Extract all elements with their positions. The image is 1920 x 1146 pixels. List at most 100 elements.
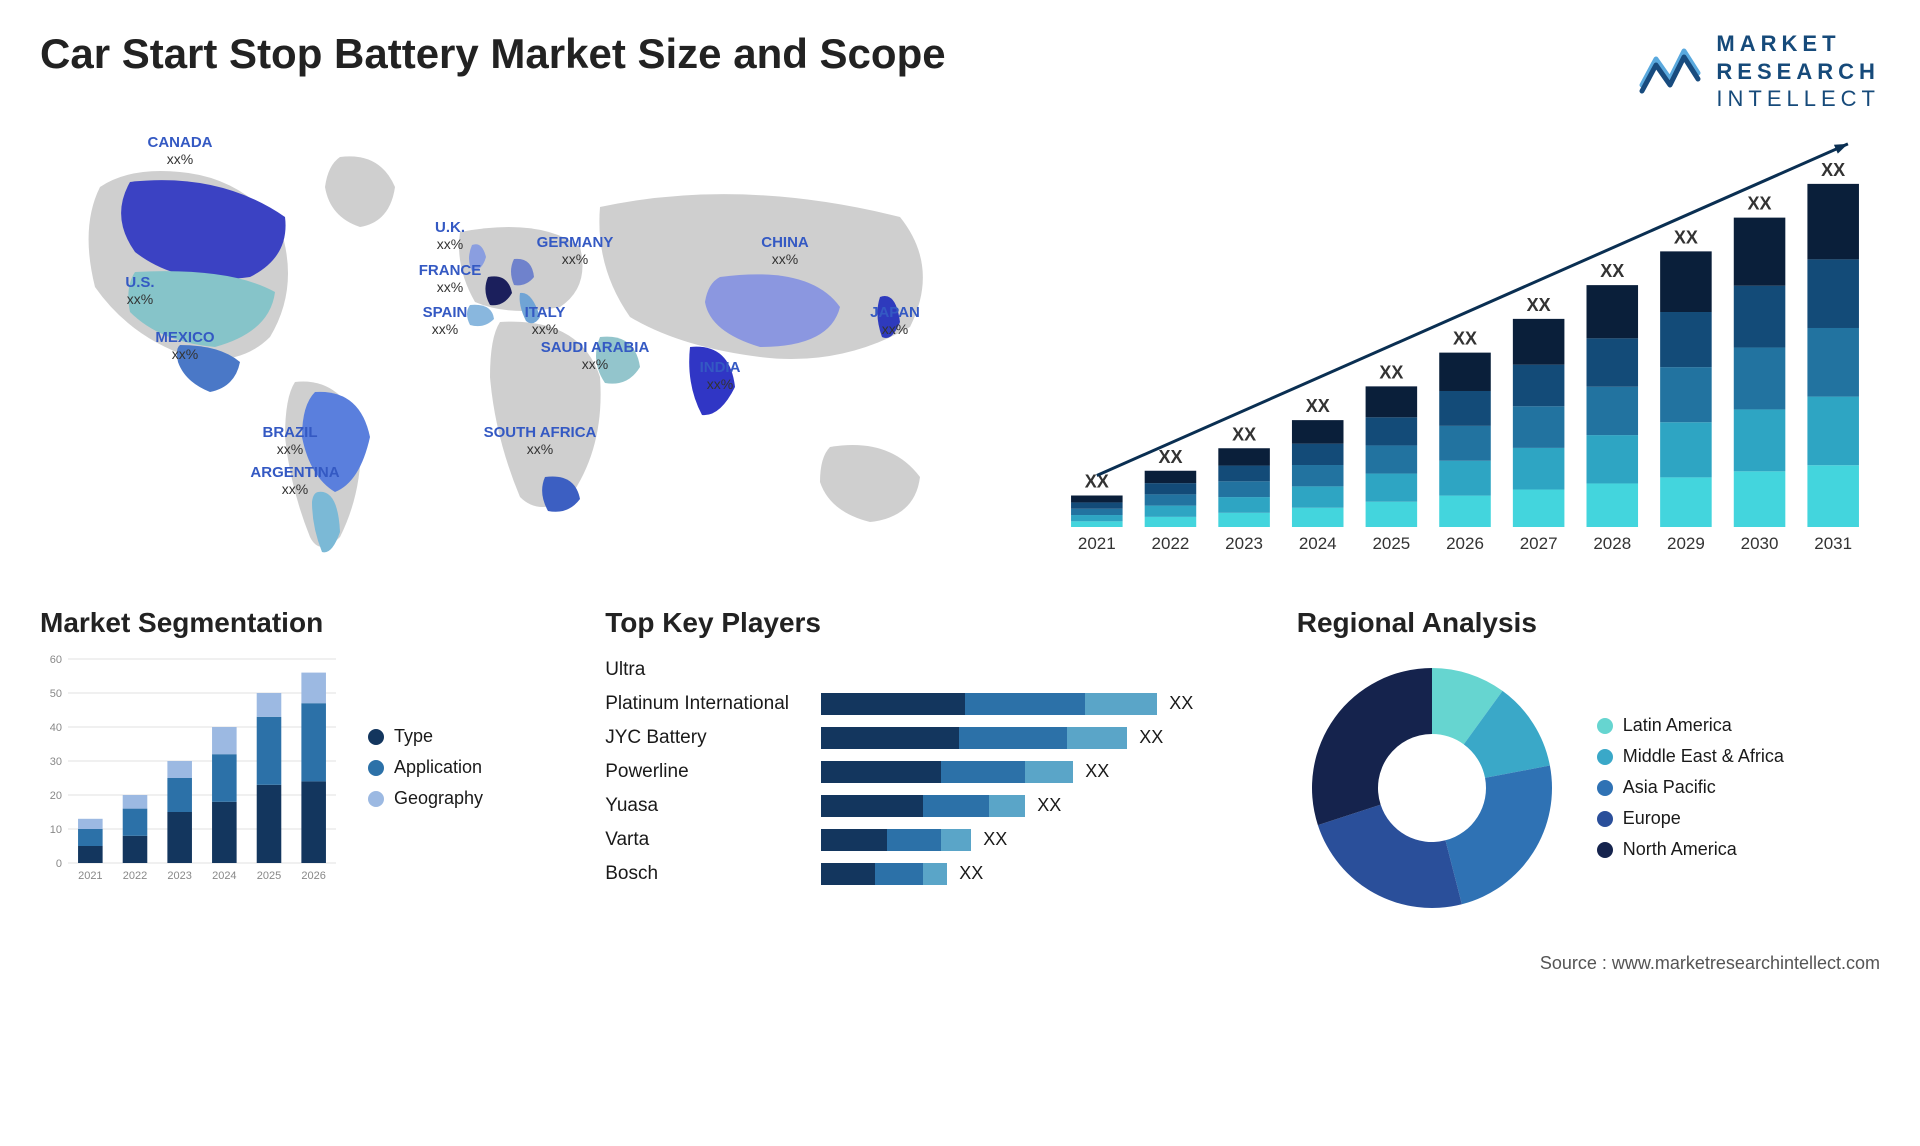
player-bar-row: XX	[821, 721, 1247, 755]
svg-text:2024: 2024	[212, 870, 236, 882]
growth-bar-seg	[1734, 285, 1786, 347]
growth-bar-seg	[1513, 489, 1565, 526]
svg-text:50: 50	[50, 688, 62, 700]
regional-donut	[1297, 653, 1567, 923]
growth-bar-seg	[1145, 494, 1197, 505]
player-label: Ultra	[605, 653, 805, 687]
growth-bar-seg	[1439, 460, 1491, 495]
growth-x-label: 2027	[1520, 534, 1558, 553]
growth-bar-label: XX	[1232, 424, 1256, 444]
seg-bar-seg	[123, 835, 148, 862]
growth-bar-seg	[1292, 486, 1344, 507]
svg-text:2022: 2022	[123, 870, 147, 882]
growth-bar-seg	[1145, 470, 1197, 482]
player-value-label: XX	[1139, 727, 1163, 748]
growth-bar-seg	[1807, 183, 1859, 258]
growth-bar-seg	[1218, 465, 1270, 481]
growth-bar-label: XX	[1821, 159, 1845, 179]
seg-bar-seg	[301, 703, 326, 781]
segmentation-legend: TypeApplicationGeography	[368, 716, 483, 819]
svg-text:0: 0	[56, 858, 62, 870]
player-value-label: XX	[983, 829, 1007, 850]
growth-bar-seg	[1366, 473, 1418, 501]
player-value-label: XX	[1037, 795, 1061, 816]
player-label: JYC Battery	[605, 721, 805, 755]
seg-bar-seg	[78, 829, 103, 846]
growth-bar-seg	[1366, 445, 1418, 473]
growth-x-label: 2025	[1372, 534, 1410, 553]
seg-bar-seg	[257, 693, 282, 717]
growth-bar-label: XX	[1600, 261, 1624, 281]
growth-bar-label: XX	[1674, 227, 1698, 247]
svg-text:2025: 2025	[257, 870, 281, 882]
growth-bar-seg	[1734, 217, 1786, 285]
growth-bar-seg	[1218, 481, 1270, 497]
regional-legend-item: Europe	[1597, 808, 1784, 829]
player-label: Powerline	[605, 755, 805, 789]
seg-bar-seg	[167, 812, 192, 863]
seg-bar-seg	[212, 754, 237, 802]
map-country-india	[689, 346, 735, 414]
seg-bar-seg	[167, 778, 192, 812]
growth-bar-label: XX	[1306, 396, 1330, 416]
growth-x-label: 2031	[1814, 534, 1852, 553]
seg-bar-seg	[257, 784, 282, 862]
growth-bar-seg	[1218, 512, 1270, 526]
player-value-label: XX	[959, 863, 983, 884]
regional-legend-item: Latin America	[1597, 715, 1784, 736]
growth-bar-label: XX	[1453, 328, 1477, 348]
growth-bar-seg	[1587, 386, 1639, 434]
growth-chart-panel: XX2021XX2022XX2023XX2024XX2025XX2026XX20…	[1050, 137, 1880, 567]
donut-seg	[1312, 668, 1432, 825]
player-bar-row: XX	[821, 857, 1247, 891]
growth-bar-seg	[1145, 505, 1197, 516]
growth-bar-seg	[1660, 312, 1712, 367]
map-country-saudi	[596, 336, 640, 383]
logo-line3: INTELLECT	[1716, 85, 1880, 113]
segmentation-chart: 0102030405060202120222023202420252026	[40, 653, 340, 883]
svg-text:2026: 2026	[301, 870, 325, 882]
regional-panel: Regional Analysis Latin AmericaMiddle Ea…	[1297, 607, 1880, 923]
page-title: Car Start Stop Battery Market Size and S…	[40, 30, 946, 78]
growth-bar-seg	[1439, 390, 1491, 425]
growth-x-label: 2026	[1446, 534, 1484, 553]
player-label: Yuasa	[605, 789, 805, 823]
growth-bar-seg	[1587, 483, 1639, 527]
growth-bar-seg	[1071, 515, 1123, 521]
player-bar-row: XX	[821, 823, 1247, 857]
growth-bar-seg	[1513, 447, 1565, 489]
svg-text:10: 10	[50, 824, 62, 836]
growth-bar-seg	[1660, 251, 1712, 312]
world-map-panel: CANADAxx%U.S.xx%MEXICOxx%BRAZILxx%ARGENT…	[40, 137, 1000, 567]
seg-bar-seg	[123, 808, 148, 835]
player-label: Bosch	[605, 857, 805, 891]
seg-bar-seg	[301, 781, 326, 863]
growth-bar-seg	[1807, 259, 1859, 328]
svg-text:2023: 2023	[167, 870, 191, 882]
growth-bar-seg	[1439, 425, 1491, 460]
players-bars: XXXXXXXXXXXX	[821, 653, 1247, 891]
growth-bar-seg	[1292, 465, 1344, 486]
brand-logo-icon	[1638, 39, 1702, 104]
svg-text:20: 20	[50, 790, 62, 802]
growth-bar-seg	[1071, 502, 1123, 508]
segmentation-title: Market Segmentation	[40, 607, 555, 639]
seg-bar-seg	[78, 846, 103, 863]
player-label: Varta	[605, 823, 805, 857]
player-bar-row: XX	[821, 789, 1247, 823]
players-title: Top Key Players	[605, 607, 1247, 639]
seg-bar-seg	[257, 716, 282, 784]
player-label: Platinum International	[605, 687, 805, 721]
player-bar-row: XX	[821, 687, 1247, 721]
world-map-svg	[40, 137, 1000, 567]
growth-x-label: 2023	[1225, 534, 1263, 553]
regional-legend-item: North America	[1597, 839, 1784, 860]
growth-bar-seg	[1145, 483, 1197, 494]
players-panel: Top Key Players UltraPlatinum Internatio…	[605, 607, 1247, 891]
growth-bar-seg	[1292, 420, 1344, 444]
logo-line2: RESEARCH	[1716, 58, 1880, 86]
player-value-label: XX	[1169, 693, 1193, 714]
growth-bar-seg	[1071, 508, 1123, 514]
growth-bar-seg	[1071, 521, 1123, 527]
regional-legend: Latin AmericaMiddle East & AfricaAsia Pa…	[1597, 705, 1784, 870]
